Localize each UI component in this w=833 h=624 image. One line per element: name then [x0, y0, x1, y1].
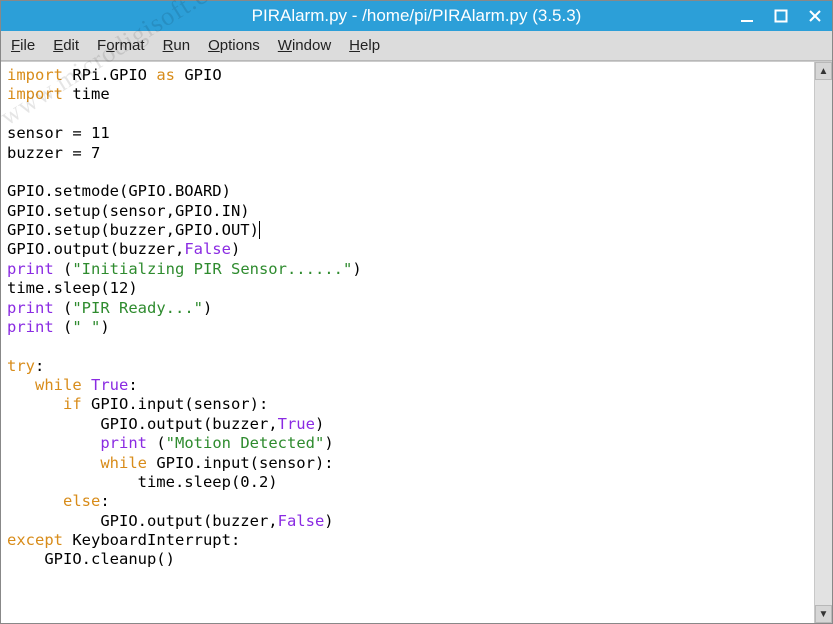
code-editor[interactable]: import RPi.GPIO as GPIOimport time senso… [1, 62, 814, 623]
code-line[interactable]: if GPIO.input(sensor): [7, 395, 808, 414]
titlebar[interactable]: PIRAlarm.py - /home/pi/PIRAlarm.py (3.5.… [1, 1, 832, 31]
code-line[interactable]: print ("PIR Ready...") [7, 299, 808, 318]
code-line[interactable]: GPIO.cleanup() [7, 550, 808, 569]
code-line[interactable]: print (" ") [7, 318, 808, 337]
code-line[interactable]: while GPIO.input(sensor): [7, 454, 808, 473]
menu-format[interactable]: Format [97, 37, 145, 54]
window-controls [736, 5, 826, 27]
idle-window: PIRAlarm.py - /home/pi/PIRAlarm.py (3.5.… [0, 0, 833, 624]
code-line[interactable]: else: [7, 492, 808, 511]
code-line[interactable]: try: [7, 357, 808, 376]
menubar: File Edit Format Run Options Window Help [1, 31, 832, 61]
scroll-track[interactable] [815, 80, 832, 605]
scroll-down-arrow[interactable]: ▼ [815, 605, 832, 623]
code-line[interactable] [7, 163, 808, 182]
code-line[interactable]: buzzer = 7 [7, 144, 808, 163]
code-line[interactable] [7, 105, 808, 124]
maximize-button[interactable] [770, 5, 792, 27]
code-line[interactable]: GPIO.output(buzzer,False) [7, 240, 808, 259]
close-button[interactable] [804, 5, 826, 27]
menu-run[interactable]: Run [163, 37, 191, 54]
menu-help[interactable]: Help [349, 37, 380, 54]
code-line[interactable]: print ("Motion Detected") [7, 434, 808, 453]
code-line[interactable]: import RPi.GPIO as GPIO [7, 66, 808, 85]
menu-edit[interactable]: Edit [53, 37, 79, 54]
code-line[interactable]: GPIO.output(buzzer,False) [7, 512, 808, 531]
code-line[interactable]: sensor = 11 [7, 124, 808, 143]
menu-options[interactable]: Options [208, 37, 260, 54]
code-line[interactable]: GPIO.setmode(GPIO.BOARD) [7, 182, 808, 201]
code-line[interactable]: import time [7, 85, 808, 104]
code-line[interactable]: time.sleep(0.2) [7, 473, 808, 492]
code-line[interactable]: GPIO.output(buzzer,True) [7, 415, 808, 434]
minimize-button[interactable] [736, 5, 758, 27]
code-line[interactable]: while True: [7, 376, 808, 395]
code-line[interactable]: print ("Initialzing PIR Sensor......") [7, 260, 808, 279]
code-line[interactable]: GPIO.setup(sensor,GPIO.IN) [7, 202, 808, 221]
code-line[interactable]: GPIO.setup(buzzer,GPIO.OUT) [7, 221, 808, 240]
code-line[interactable] [7, 337, 808, 356]
menu-window[interactable]: Window [278, 37, 331, 54]
editor-wrap: www.microdigisoft.com - 3 pm import RPi.… [1, 61, 832, 623]
vertical-scrollbar[interactable]: ▲ ▼ [814, 62, 832, 623]
menu-file[interactable]: File [11, 37, 35, 54]
window-title: PIRAlarm.py - /home/pi/PIRAlarm.py (3.5.… [252, 6, 582, 26]
scroll-up-arrow[interactable]: ▲ [815, 62, 832, 80]
code-line[interactable]: time.sleep(12) [7, 279, 808, 298]
code-line[interactable]: except KeyboardInterrupt: [7, 531, 808, 550]
